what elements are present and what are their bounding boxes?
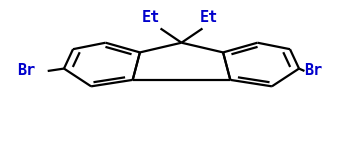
Text: Br: Br xyxy=(304,64,323,79)
Text: Br: Br xyxy=(17,64,36,79)
Text: Et: Et xyxy=(142,10,160,25)
Text: Et: Et xyxy=(200,10,218,25)
